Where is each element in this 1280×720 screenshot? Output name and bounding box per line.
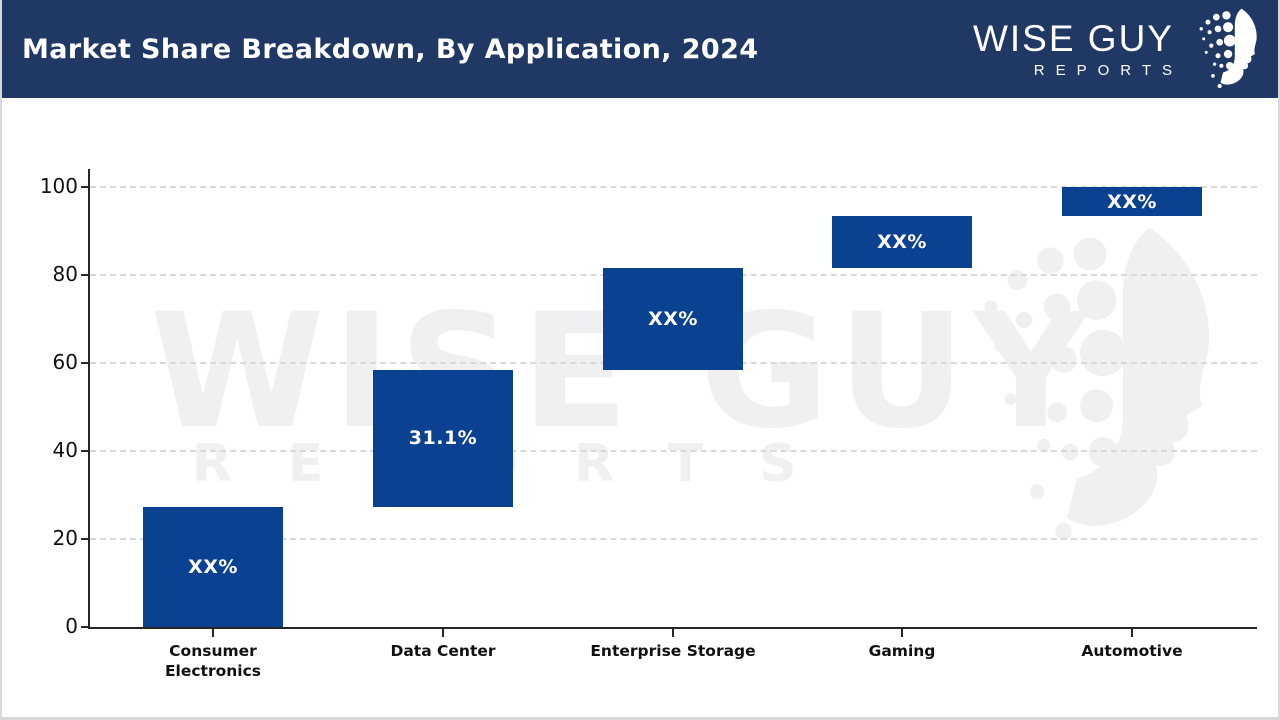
waterfall-bar: 31.1%: [373, 370, 513, 507]
category-label: Consumer Electronics: [164, 642, 262, 681]
watermark-subtext: REPORTS: [192, 434, 853, 494]
y-axis-tick-label: 80: [52, 262, 78, 286]
y-axis-tick-mark: [81, 274, 90, 276]
logo-text: WISE GUY REPORTS: [973, 20, 1174, 78]
category-label: Gaming: [868, 642, 936, 660]
x-axis-line: [88, 627, 1257, 629]
x-axis-tick-mark: [212, 629, 214, 637]
bar-value-label: XX%: [188, 555, 238, 578]
y-axis-tick-mark: [81, 450, 90, 452]
y-axis-tick-mark: [81, 186, 90, 188]
logo-wordmark: WISE GUY: [972, 18, 1174, 59]
logo-head-icon: [1199, 8, 1257, 89]
y-axis-tick-label: 60: [52, 350, 78, 374]
y-axis-line: [88, 169, 90, 629]
gridline: [90, 538, 1257, 540]
bar-value-label: XX%: [877, 230, 927, 253]
header: Market Share Breakdown, By Application, …: [2, 0, 1278, 98]
category-label: Data Center: [390, 642, 496, 660]
bar-value-label: XX%: [648, 307, 698, 330]
waterfall-bar: XX%: [1062, 187, 1202, 217]
x-axis-tick-mark: [901, 629, 903, 637]
gridline: [90, 450, 1257, 452]
x-axis-tick-mark: [1131, 629, 1133, 637]
x-axis-tick-mark: [442, 629, 444, 637]
y-axis-tick-label: 20: [52, 526, 78, 550]
category-label: Enterprise Storage: [590, 642, 756, 660]
waterfall-bar: XX%: [832, 216, 972, 268]
y-axis-tick-label: 100: [39, 174, 78, 198]
page-title: Market Share Breakdown, By Application, …: [22, 33, 759, 65]
y-axis-tick-label: 0: [65, 614, 78, 638]
waterfall-bar: XX%: [603, 267, 743, 371]
category-label: Automotive: [1081, 642, 1183, 660]
waterfall-bar: XX%: [143, 506, 283, 627]
gridline: [90, 186, 1257, 188]
y-axis-tick-mark: [81, 362, 90, 364]
bar-value-label: XX%: [1107, 190, 1157, 213]
y-axis-tick-mark: [81, 538, 90, 540]
bar-value-label: 31.1%: [408, 427, 478, 450]
chart-area: WISE GUY REPORTS 0 20 40 60 80 100 XX% Consumer…: [2, 98, 1278, 717]
x-axis-tick-mark: [672, 629, 674, 637]
wiseguy-logo: WISE GUY REPORTS: [973, 6, 1260, 92]
y-axis-tick-label: 40: [52, 438, 78, 462]
logo-subtext: REPORTS: [1033, 62, 1183, 79]
y-axis-tick-mark: [81, 626, 90, 628]
